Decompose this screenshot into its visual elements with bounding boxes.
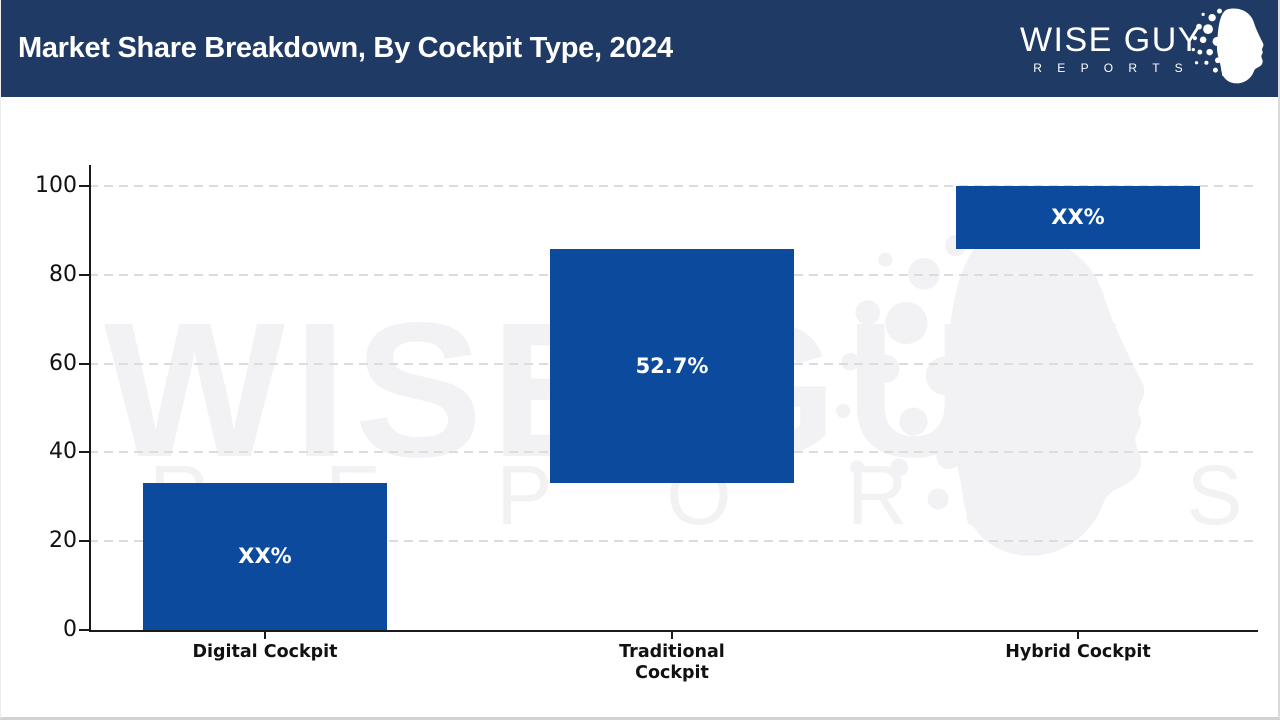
chart-area: WISE GUY R E P O R T S 0 20 40 60 80 100 XX% Di…	[1, 97, 1280, 720]
y-tick-label-40: 40	[49, 439, 77, 465]
page-title: Market Share Breakdown, By Cockpit Type,…	[18, 32, 673, 64]
bar-digital-cockpit: XX%	[143, 482, 387, 630]
gridline-20	[89, 540, 1258, 543]
bar-value-label: XX%	[1051, 205, 1105, 230]
logo-wordmark: WISE GUY	[1019, 20, 1202, 59]
y-axis-line	[89, 165, 91, 632]
bar-traditional-cockpit: 52.7%	[550, 248, 794, 483]
y-tick-label-20: 20	[49, 528, 77, 554]
y-tick-label-0: 0	[63, 617, 77, 642]
y-tick-40	[79, 451, 89, 454]
x-tick-1	[671, 632, 673, 639]
y-tick-80	[79, 273, 89, 276]
logo-subtitle: R E P O R T S	[1033, 60, 1189, 75]
category-label-1: Traditional Cockpit	[552, 642, 792, 684]
wiseguy-logo: WISE GUY R E P O R T S	[1020, 7, 1272, 91]
y-tick-label-100: 100	[35, 173, 77, 198]
y-tick-60	[79, 362, 89, 365]
logo-text: WISE GUY R E P O R T S	[1020, 22, 1202, 76]
category-label-line: Digital Cockpit	[192, 642, 338, 662]
gridline-100	[89, 185, 1258, 187]
category-label-line: Cockpit	[635, 663, 709, 683]
y-tick-20	[79, 540, 89, 543]
bar-value-label: XX%	[238, 544, 292, 569]
y-tick-100	[79, 185, 89, 187]
watermark-head-icon	[836, 234, 1145, 556]
x-tick-0	[264, 632, 266, 639]
y-tick-label-80: 80	[49, 261, 77, 287]
y-tick-0	[79, 629, 89, 631]
bar-value-label: 52.7%	[635, 353, 709, 378]
category-label-0: Digital Cockpit	[145, 642, 385, 663]
header-bar: Market Share Breakdown, By Cockpit Type,…	[1, 0, 1278, 97]
x-axis-line	[89, 630, 1258, 632]
logo-head-icon	[1191, 8, 1264, 83]
category-label-line: Hybrid Cockpit	[1005, 642, 1151, 662]
category-label-2: Hybrid Cockpit	[958, 642, 1198, 663]
bar-hybrid-cockpit: XX%	[956, 186, 1200, 249]
y-tick-label-60: 60	[49, 350, 77, 376]
x-tick-2	[1077, 632, 1079, 639]
category-label-line: Traditional	[619, 642, 725, 662]
